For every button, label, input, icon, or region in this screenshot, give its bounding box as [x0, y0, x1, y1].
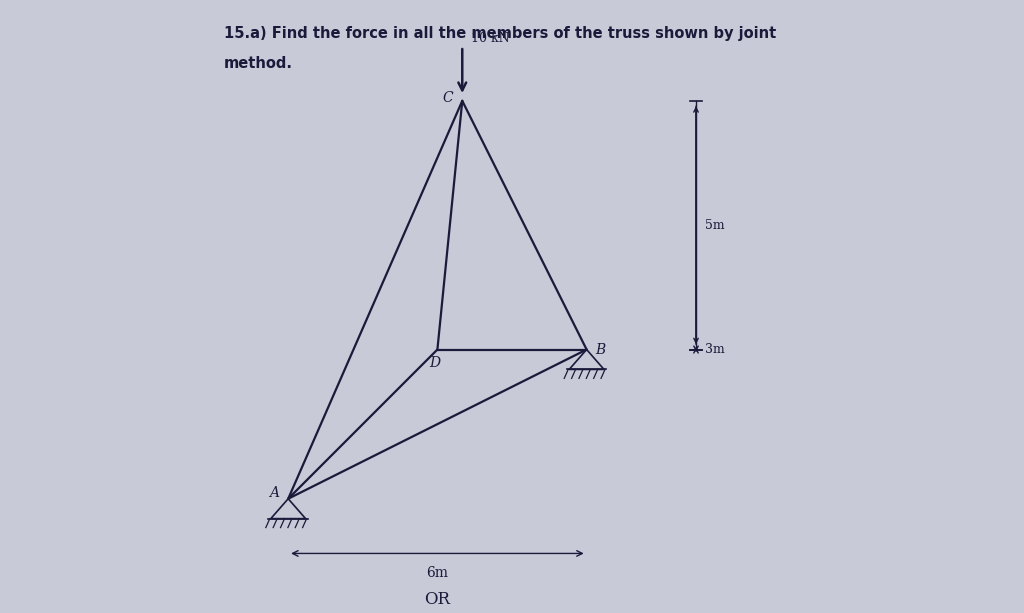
Text: 10 kN: 10 kN	[471, 32, 510, 45]
Text: A: A	[269, 485, 280, 500]
Text: D: D	[429, 356, 440, 370]
Text: B: B	[595, 343, 605, 357]
Text: method.: method.	[223, 56, 293, 71]
Text: OR: OR	[424, 591, 451, 607]
Text: 3m: 3m	[705, 343, 725, 356]
Text: C: C	[442, 91, 453, 105]
Text: 6m: 6m	[426, 566, 449, 580]
Text: 15.a) Find the force in all the members of the truss shown by joint: 15.a) Find the force in all the members …	[223, 26, 776, 41]
Text: 5m: 5m	[705, 219, 725, 232]
